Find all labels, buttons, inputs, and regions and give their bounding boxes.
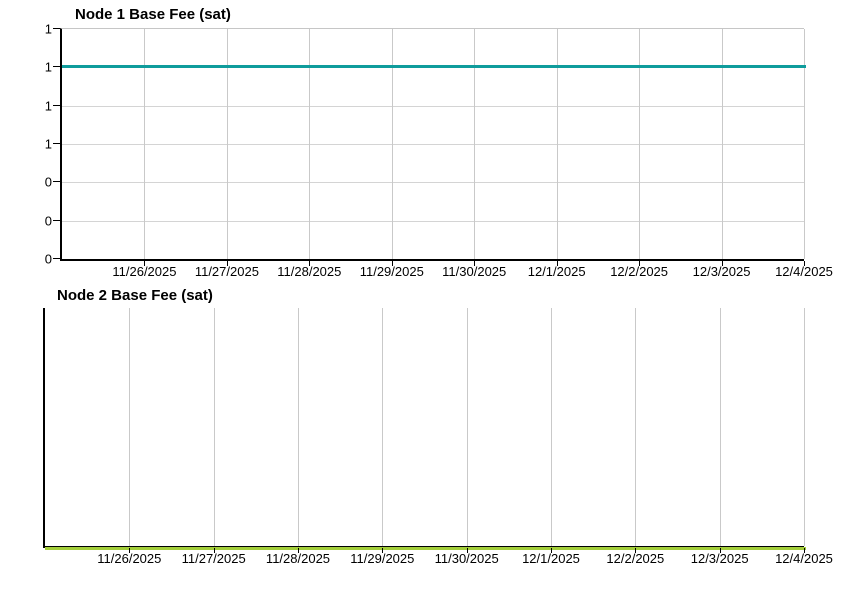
- y-axis-tick-label: 0: [44, 213, 52, 229]
- tick-mark: [639, 261, 641, 266]
- tick-mark: [53, 181, 60, 183]
- tick-mark: [474, 261, 476, 266]
- x-axis-tick-label: 11/27/2025: [181, 551, 246, 566]
- x-axis-tick-label: 12/3/2025: [692, 264, 751, 279]
- gridline: [226, 29, 228, 259]
- chart1-plot-area: 1 1 1 1 0 0 0 11/26/2025 11/27/2025 11/2…: [45, 23, 833, 279]
- tick-mark: [53, 104, 60, 106]
- gridline: [551, 308, 552, 546]
- x-axis-tick-label: 12/3/2025: [690, 551, 749, 566]
- gridline: [556, 29, 558, 259]
- x-axis-tick-label: 11/28/2025: [265, 551, 331, 566]
- gridline: [62, 105, 804, 107]
- gridline: [639, 29, 641, 259]
- x-axis-tick-label: 12/4/2025: [775, 551, 833, 566]
- tick-mark: [53, 258, 60, 259]
- gridline: [474, 29, 476, 259]
- x-axis-tick-label: 12/1/2025: [527, 264, 586, 279]
- chart2-data-line: [45, 547, 806, 550]
- y-axis-tick-label: 1: [44, 21, 52, 37]
- x-axis-tick-label: 11/30/2025: [434, 551, 499, 566]
- gridline: [129, 308, 131, 546]
- gridline: [62, 220, 804, 222]
- tick-mark: [53, 219, 60, 221]
- y-axis-tick-label: 1: [44, 98, 52, 114]
- chart2-plot-area: 11/26/2025 11/27/2025 11/28/2025 11/29/2…: [43, 308, 833, 565]
- gridline: [62, 144, 804, 145]
- x-axis-tick-label: 12/1/2025: [522, 551, 580, 566]
- tick-mark: [804, 261, 805, 266]
- tick-mark: [719, 548, 721, 553]
- tick-mark: [721, 261, 723, 266]
- x-axis-tick-label: 12/4/2025: [775, 264, 833, 279]
- tick-mark: [53, 28, 60, 29]
- tick-mark: [382, 548, 384, 553]
- x-axis-tick-label: 12/2/2025: [606, 551, 665, 566]
- chart2-title: Node 2 Base Fee (sat): [57, 287, 213, 304]
- gridline: [719, 308, 721, 546]
- tick-mark: [556, 261, 558, 266]
- gridline: [804, 308, 805, 546]
- tick-mark: [144, 261, 146, 266]
- tick-mark: [804, 548, 805, 553]
- gridline: [213, 308, 215, 546]
- tick-mark: [551, 548, 552, 553]
- gridline: [721, 29, 723, 259]
- chart1-data-line: [62, 65, 806, 69]
- chart1-title: Node 1 Base Fee (sat): [75, 6, 231, 23]
- gridline: [297, 308, 299, 546]
- x-axis-tick-label: 11/29/2025: [359, 264, 424, 279]
- gridline: [382, 308, 384, 546]
- x-axis-tick-label: 11/26/2025: [112, 264, 177, 279]
- y-axis-tick-label: 1: [44, 59, 52, 75]
- gridline: [391, 29, 393, 259]
- gridline: [62, 182, 804, 184]
- x-axis-tick-label: 11/28/2025: [277, 264, 342, 279]
- tick-mark: [297, 548, 299, 553]
- y-axis-tick-label: 0: [44, 174, 52, 190]
- x-axis-tick-label: 11/29/2025: [350, 551, 415, 566]
- tick-mark: [635, 548, 637, 553]
- tick-mark: [129, 548, 131, 553]
- x-axis-tick-label: 11/30/2025: [442, 264, 507, 279]
- y-axis-tick-label: 0: [44, 251, 52, 267]
- x-axis-tick-label: 12/2/2025: [610, 264, 669, 279]
- x-axis-tick-label: 11/26/2025: [97, 551, 162, 566]
- tick-mark: [226, 261, 228, 266]
- gridline: [309, 29, 311, 259]
- tick-mark: [391, 261, 393, 266]
- tick-mark: [309, 261, 311, 266]
- tick-mark: [53, 143, 60, 144]
- x-axis-tick-label: 11/27/2025: [194, 264, 259, 279]
- y-axis-tick-label: 1: [44, 136, 52, 152]
- tick-mark: [466, 548, 468, 553]
- tick-mark: [53, 66, 60, 68]
- tick-mark: [213, 548, 215, 553]
- gridline: [466, 308, 468, 546]
- gridline: [804, 29, 805, 259]
- gridline: [635, 308, 637, 546]
- gridline: [144, 29, 146, 259]
